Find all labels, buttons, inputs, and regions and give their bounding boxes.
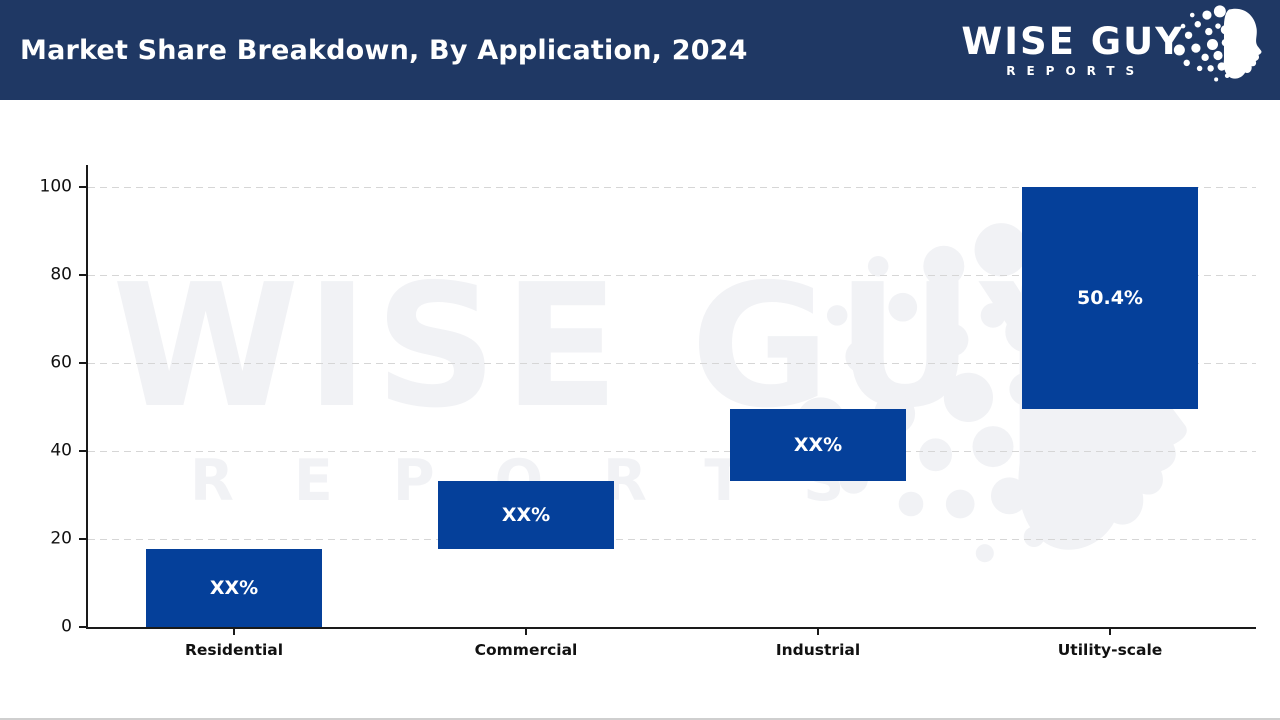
y-axis-line [86, 165, 88, 627]
y-tick-label: 20 [50, 528, 72, 549]
y-tick-0 [79, 626, 86, 628]
bar-commercial: XX% [438, 481, 614, 550]
header-bar: Market Share Breakdown, By Application, … [0, 0, 1280, 100]
bar-value-label: XX% [793, 433, 843, 456]
x-axis-line [86, 627, 1256, 629]
bar-industrial: XX% [730, 408, 906, 482]
x-category-label: Utility-scale [1057, 641, 1163, 659]
bar-utility-scale: 50.4% [1022, 186, 1198, 409]
y-tick-20 [79, 537, 86, 540]
x-tick-2 [817, 629, 819, 635]
x-tick-1 [525, 629, 527, 635]
gridline-80 [88, 274, 1256, 276]
y-tick-label: 60 [50, 352, 72, 373]
y-tick-label: 100 [39, 176, 72, 196]
bar-residential: XX% [146, 549, 322, 627]
x-category-label: Commercial [474, 641, 578, 659]
bar-value-label: XX% [501, 504, 551, 527]
gridline-40 [88, 450, 1256, 452]
dotted-head-logo-icon [1173, 5, 1262, 82]
y-tick-40 [79, 449, 86, 452]
chart-plot-area: 0 20 40 60 80 100 XX% Residential XX% Commercial X… [40, 165, 1256, 659]
brand-wordmark: WISE GUY REPORTS [961, 23, 1184, 78]
x-tick-0 [233, 629, 235, 635]
gridline-60 [88, 362, 1256, 364]
y-tick-label: 80 [50, 264, 72, 285]
gridline-100 [88, 186, 1256, 188]
y-tick-60 [79, 361, 86, 364]
bar-value-label: 50.4% [1077, 286, 1143, 309]
x-category-label: Industrial [775, 641, 861, 659]
brand-logo: WISE GUY REPORTS [961, 4, 1266, 96]
y-tick-label: 40 [50, 440, 72, 461]
page-title: Market Share Breakdown, By Application, … [20, 34, 748, 66]
gridline-20 [88, 538, 1256, 540]
brand-name: WISE GUY [961, 19, 1184, 63]
x-category-label: Residential [184, 641, 284, 659]
y-tick-100 [79, 185, 86, 188]
x-tick-3 [1109, 629, 1111, 635]
y-tick-80 [79, 273, 86, 276]
brand-subtitle: REPORTS [1006, 63, 1146, 78]
bar-value-label: XX% [209, 577, 259, 600]
y-tick-label: 0 [61, 616, 72, 637]
